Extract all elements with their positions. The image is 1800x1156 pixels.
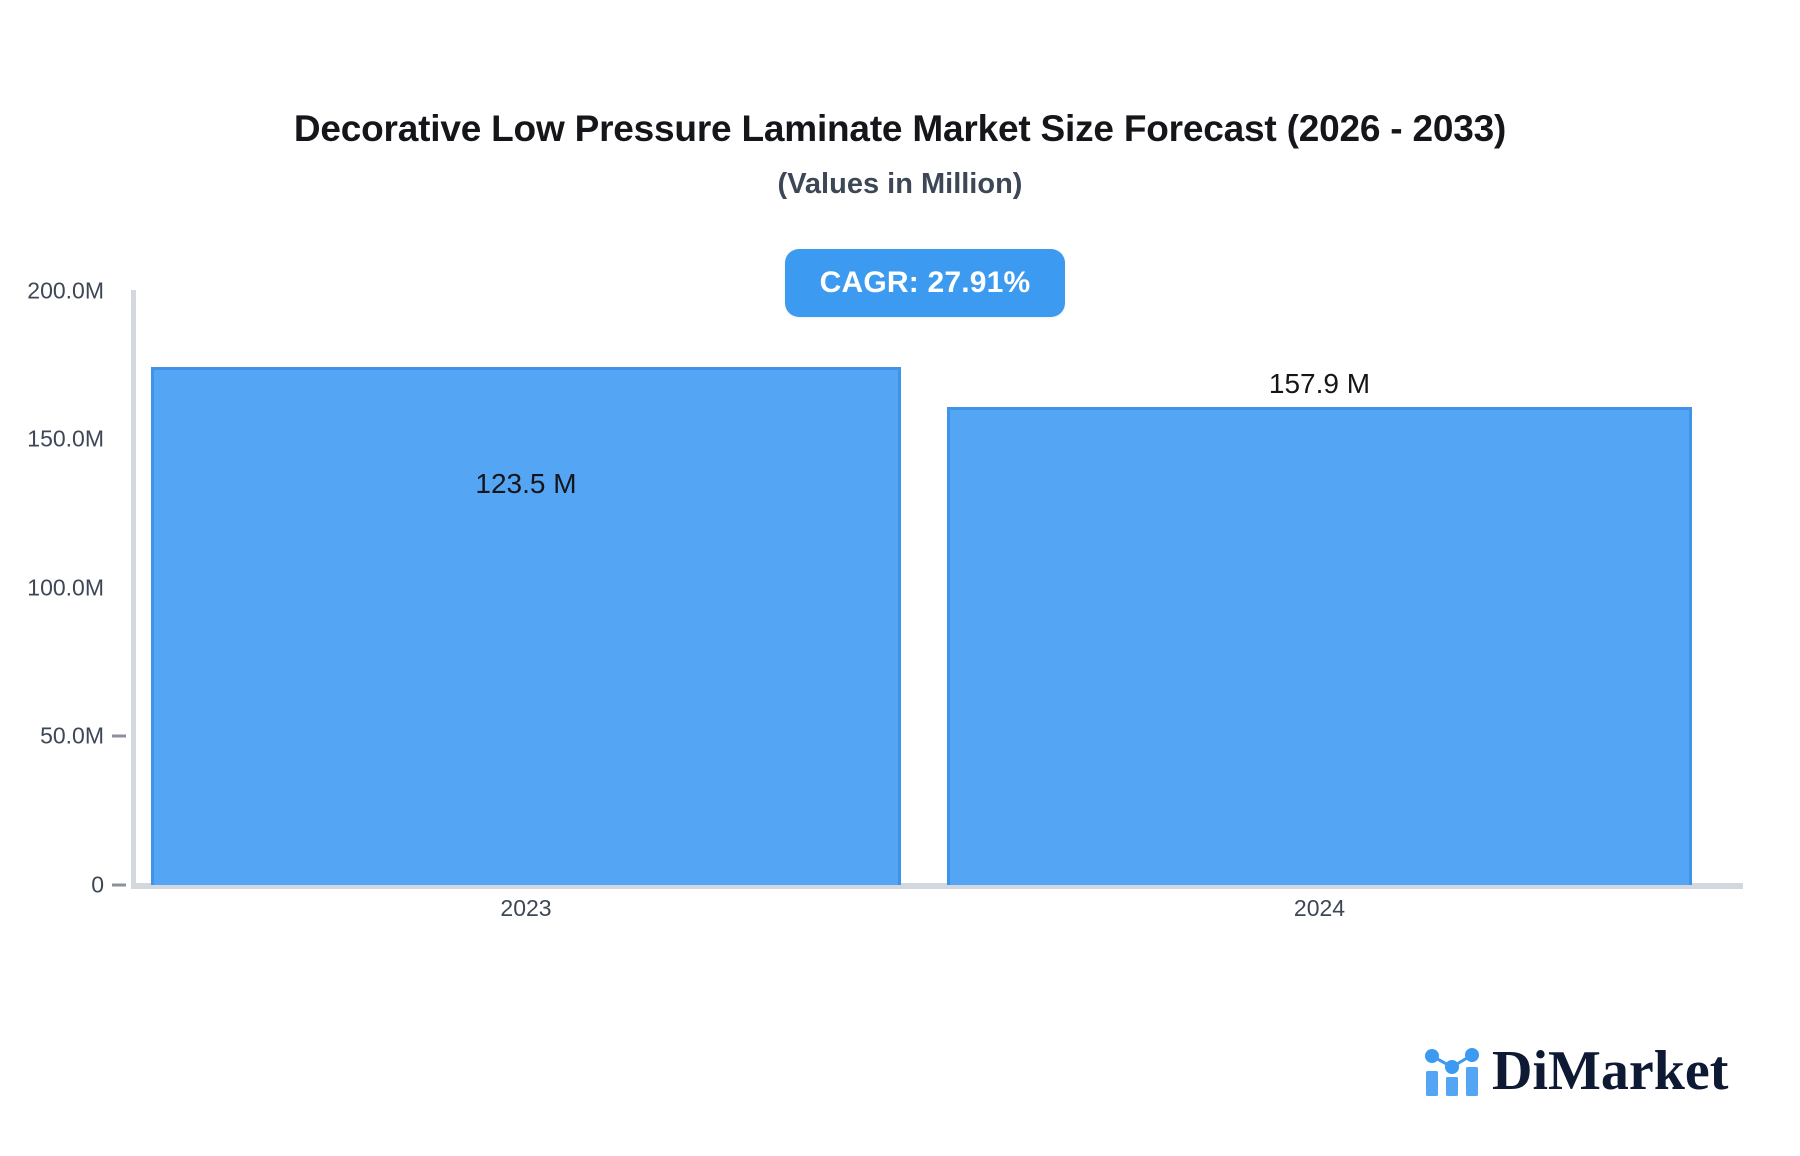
y-tick-label: 50.0M — [40, 722, 104, 749]
x-tick-label-2024: 2024 — [1293, 895, 1346, 921]
y-axis-line — [131, 290, 136, 887]
x-tick-label-2023: 2023 — [500, 895, 552, 921]
y-tick-mark-50m — [112, 734, 126, 738]
y-tick-label: 200.0M — [27, 277, 104, 304]
y-tick-label: 100.0M — [27, 574, 104, 601]
bar-2024 — [947, 407, 1692, 885]
bar-chart-dots-icon — [1425, 1048, 1479, 1096]
dimarket-logo: DiMarket — [1424, 1035, 1728, 1107]
bar-value-label-2024: 157.9 M — [1268, 368, 1371, 399]
x-axis-line — [131, 883, 1743, 889]
y-tick-mark-0 — [112, 883, 126, 887]
bar-value-label-2023: 123.5 M — [475, 468, 577, 499]
dimarket-logo-text: DiMarket — [1492, 1040, 1729, 1102]
y-tick-label: 150.0M — [27, 425, 104, 452]
cagr-badge: CAGR: 27.91% — [785, 249, 1065, 317]
chart-title: Decorative Low Pressure Laminate Market … — [293, 108, 1507, 149]
cagr-badge-label: CAGR: 27.91% — [819, 266, 1031, 299]
chart-subtitle: (Values in Million) — [777, 168, 1023, 200]
y-tick-label: 0 — [91, 871, 104, 898]
bar-2023 — [151, 367, 901, 885]
